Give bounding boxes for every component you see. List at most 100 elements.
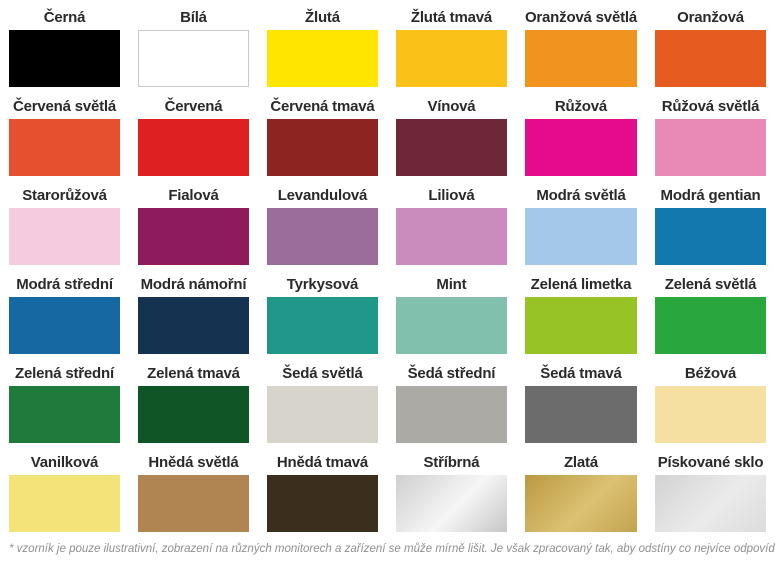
- swatch-rect: [524, 297, 637, 354]
- swatch-label: Fialová: [168, 187, 219, 204]
- color-swatch-cell: Starorůžová: [9, 184, 120, 265]
- swatch-label: Zlatá: [563, 454, 598, 471]
- swatch-label: Šedá tmavá: [540, 365, 622, 382]
- swatch-rect: [395, 297, 507, 354]
- swatch-rect: [266, 297, 378, 354]
- color-swatch-cell: Červená tmavá: [266, 95, 378, 176]
- color-swatch-cell: Levandulová: [266, 184, 378, 265]
- swatch-rect: [9, 30, 120, 87]
- swatch-rect: [655, 119, 766, 176]
- swatch-rect: [137, 297, 249, 354]
- swatch-rect: [9, 297, 120, 354]
- color-swatch-cell: Růžová světlá: [655, 95, 766, 176]
- swatch-rect: [524, 208, 637, 265]
- swatch-label: Hnědá světlá: [148, 454, 239, 471]
- swatch-label: Zelená střední: [15, 365, 114, 382]
- swatch-label: Růžová: [554, 98, 608, 115]
- swatch-label: Modrá námořní: [140, 276, 247, 293]
- color-swatch-cell: Pískované sklo: [655, 451, 766, 532]
- swatch-label: Liliová: [428, 187, 475, 204]
- swatch-rect: [524, 386, 637, 443]
- swatch-label: Černá: [43, 9, 86, 26]
- swatch-rect: [655, 30, 766, 87]
- color-swatch-cell: Vanilková: [9, 451, 120, 532]
- color-swatch-cell: Šedá střední: [395, 362, 507, 443]
- swatch-rect: [524, 119, 637, 176]
- color-swatch-cell: Bílá: [137, 6, 249, 87]
- swatch-label: Zelená tmavá: [147, 365, 240, 382]
- color-swatch-cell: Zlatá: [524, 451, 637, 532]
- swatch-label: Oranžová: [677, 9, 744, 26]
- color-swatch-cell: Oranžová: [655, 6, 766, 87]
- swatch-rect: [137, 119, 249, 176]
- swatch-rect: [655, 208, 766, 265]
- swatch-rect: [395, 208, 507, 265]
- swatch-rect: [266, 208, 378, 265]
- swatch-rect: [137, 386, 249, 443]
- swatch-rect: [9, 208, 120, 265]
- swatch-rect: [655, 475, 766, 532]
- swatch-rect: [395, 119, 507, 176]
- swatch-label: Vínová: [427, 98, 476, 115]
- swatch-rect: [9, 119, 120, 176]
- color-swatch-cell: Béžová: [655, 362, 766, 443]
- swatch-label: Oranžová světlá: [524, 9, 637, 26]
- swatch-rect: [266, 119, 378, 176]
- swatch-label: Žlutá tmavá: [410, 9, 493, 26]
- color-swatch-cell: Vínová: [395, 95, 507, 176]
- color-grid: Černá Bílá Žlutá Žlutá tmavá Oranžová světlá…: [9, 6, 766, 532]
- swatch-label: Mint: [436, 276, 467, 293]
- swatch-label: Pískované sklo: [657, 454, 764, 471]
- swatch-rect: [137, 30, 249, 87]
- swatch-rect: [137, 208, 249, 265]
- swatch-rect: [137, 475, 249, 532]
- color-swatch-cell: Oranžová světlá: [524, 6, 637, 87]
- swatch-label: Šedá světlá: [282, 365, 363, 382]
- color-swatch-cell: Tyrkysová: [266, 273, 378, 354]
- swatch-rect: [266, 475, 378, 532]
- swatch-label: Červená světlá: [12, 98, 117, 115]
- swatch-rect: [655, 297, 766, 354]
- color-swatch-cell: Červená světlá: [9, 95, 120, 176]
- swatch-rect: [266, 30, 378, 87]
- swatch-rect: [9, 475, 120, 532]
- swatch-label: Růžová světlá: [661, 98, 760, 115]
- swatch-label: Šedá střední: [407, 365, 496, 382]
- swatch-label: Stříbrná: [423, 454, 480, 471]
- color-swatch-cell: Mint: [395, 273, 507, 354]
- swatch-label: Žlutá: [305, 9, 340, 26]
- color-swatch-cell: Žlutá: [266, 6, 378, 87]
- color-swatch-cell: Růžová: [524, 95, 637, 176]
- color-swatch-cell: Šedá světlá: [266, 362, 378, 443]
- swatch-label: Červená tmavá: [270, 98, 375, 115]
- color-swatch-cell: Stříbrná: [395, 451, 507, 532]
- color-swatch-cell: Zelená světlá: [655, 273, 766, 354]
- swatch-rect: [395, 30, 507, 87]
- color-swatch-cell: Zelená střední: [9, 362, 120, 443]
- color-swatch-cell: Modrá světlá: [524, 184, 637, 265]
- swatch-label: Modrá střední: [16, 276, 113, 293]
- swatch-label: Vanilková: [30, 454, 99, 471]
- color-swatch-cell: Hnědá světlá: [137, 451, 249, 532]
- color-swatch-cell: Modrá gentian: [655, 184, 766, 265]
- color-swatch-cell: Zelená tmavá: [137, 362, 249, 443]
- color-swatch-cell: Liliová: [395, 184, 507, 265]
- swatch-label: Červená: [164, 98, 223, 115]
- color-swatch-cell: Fialová: [137, 184, 249, 265]
- swatch-label: Zelená světlá: [664, 276, 757, 293]
- swatch-label: Hnědá tmavá: [276, 454, 369, 471]
- color-swatch-cell: Modrá námořní: [137, 273, 249, 354]
- swatch-rect: [9, 386, 120, 443]
- swatch-label: Levandulová: [277, 187, 368, 204]
- swatch-rect: [524, 475, 637, 532]
- swatch-rect: [524, 30, 637, 87]
- swatch-label: Modrá světlá: [536, 187, 626, 204]
- swatch-rect: [395, 475, 507, 532]
- disclaimer-footnote: * vzorník je pouze ilustrativní, zobraze…: [9, 543, 775, 555]
- color-swatch-cell: Žlutá tmavá: [395, 6, 507, 87]
- color-swatch-cell: Zelená limetka: [524, 273, 637, 354]
- color-swatch-cell: Červená: [137, 95, 249, 176]
- swatch-label: Modrá gentian: [660, 187, 761, 204]
- swatch-label: Zelená limetka: [530, 276, 632, 293]
